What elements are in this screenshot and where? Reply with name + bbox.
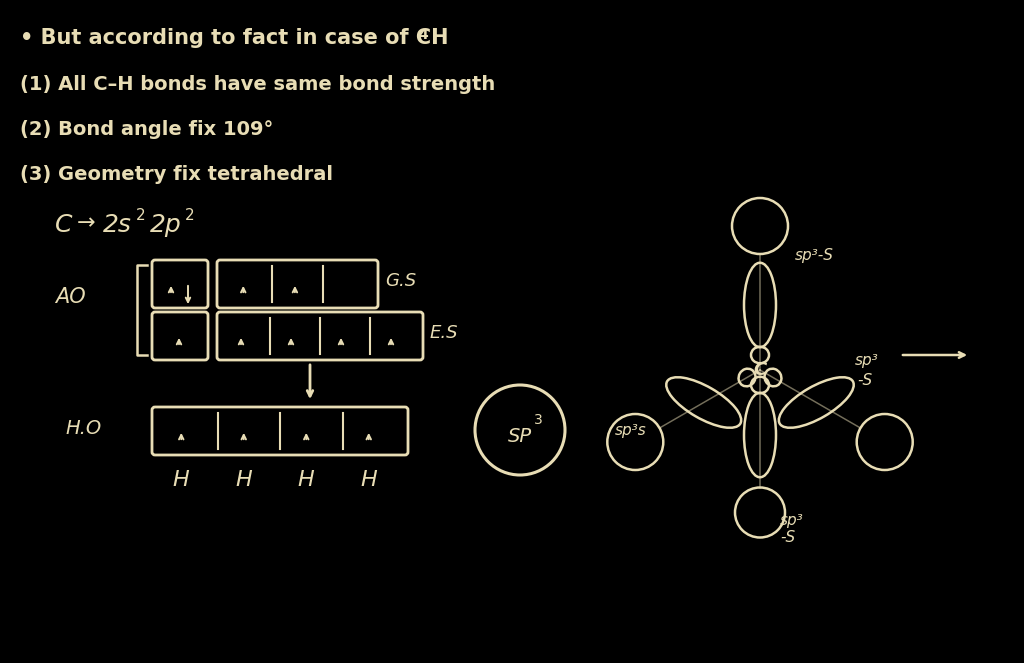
Text: sp³: sp³ (855, 353, 879, 368)
Text: sp³s: sp³s (615, 423, 647, 438)
Text: -S: -S (780, 530, 795, 545)
Text: • But according to fact in case of CH: • But according to fact in case of CH (20, 28, 449, 48)
Text: C: C (55, 213, 73, 237)
Text: 2p: 2p (150, 213, 181, 237)
Text: 3: 3 (534, 413, 543, 427)
Text: 4: 4 (418, 28, 428, 42)
Text: 2: 2 (185, 208, 195, 223)
Text: →: → (77, 213, 95, 233)
Text: 2s: 2s (103, 213, 132, 237)
Text: SP: SP (508, 426, 532, 446)
Text: -S: -S (857, 373, 872, 388)
Text: 2: 2 (136, 208, 145, 223)
Text: sp³: sp³ (780, 513, 804, 528)
Text: (3) Geometry fix tetrahedral: (3) Geometry fix tetrahedral (20, 165, 333, 184)
Text: (2) Bond angle fix 109°: (2) Bond angle fix 109° (20, 120, 273, 139)
Text: C: C (754, 361, 767, 379)
Text: H: H (298, 470, 314, 490)
Text: G.S: G.S (385, 272, 416, 290)
Text: H.O: H.O (65, 418, 101, 438)
Text: H: H (236, 470, 252, 490)
Text: AO: AO (55, 287, 86, 307)
Text: sp³-S: sp³-S (795, 248, 834, 263)
Text: (1) All C–H bonds have same bond strength: (1) All C–H bonds have same bond strengt… (20, 75, 496, 94)
Text: H: H (173, 470, 189, 490)
Text: H: H (360, 470, 377, 490)
Text: E.S: E.S (430, 324, 459, 342)
